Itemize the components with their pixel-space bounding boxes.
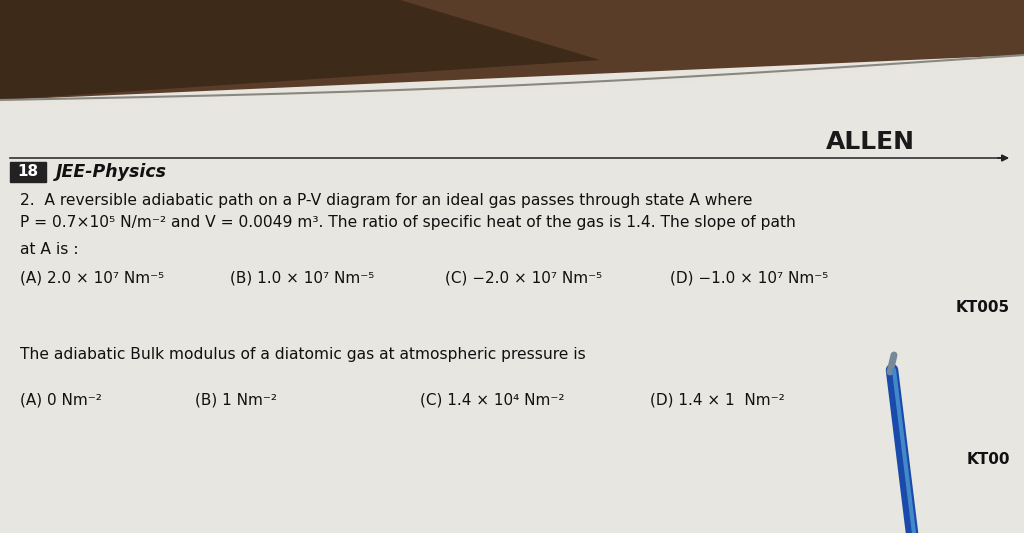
Text: 2.  A reversible adiabatic path on a P-V diagram for an ideal gas passes through: 2. A reversible adiabatic path on a P-V … [20, 192, 753, 207]
Text: (D) 1.4 × 1  Nm⁻²: (D) 1.4 × 1 Nm⁻² [650, 392, 784, 408]
Text: (A) 2.0 × 10⁷ Nm⁻⁵: (A) 2.0 × 10⁷ Nm⁻⁵ [20, 271, 164, 286]
Text: (A) 0 Nm⁻²: (A) 0 Nm⁻² [20, 392, 101, 408]
Text: ALLEN: ALLEN [825, 130, 914, 154]
Bar [10, 162, 46, 182]
Polygon shape [0, 55, 1024, 533]
Text: 18: 18 [17, 165, 39, 180]
Text: P = 0.7×10⁵ N/m⁻² and V = 0.0049 m³. The ratio of specific heat of the gas is 1.: P = 0.7×10⁵ N/m⁻² and V = 0.0049 m³. The… [20, 214, 796, 230]
Text: JEE-Physics: JEE-Physics [56, 163, 167, 181]
Text: (C) −2.0 × 10⁷ Nm⁻⁵: (C) −2.0 × 10⁷ Nm⁻⁵ [445, 271, 602, 286]
Text: The adiabatic Bulk modulus of a diatomic gas at atmospheric pressure is: The adiabatic Bulk modulus of a diatomic… [20, 348, 586, 362]
Text: (D) −1.0 × 10⁷ Nm⁻⁵: (D) −1.0 × 10⁷ Nm⁻⁵ [670, 271, 828, 286]
Text: at A is :: at A is : [20, 243, 79, 257]
Polygon shape [0, 0, 600, 100]
Text: KT00: KT00 [967, 453, 1010, 467]
Text: (C) 1.4 × 10⁴ Nm⁻²: (C) 1.4 × 10⁴ Nm⁻² [420, 392, 564, 408]
Text: (B) 1.0 × 10⁷ Nm⁻⁵: (B) 1.0 × 10⁷ Nm⁻⁵ [230, 271, 374, 286]
Polygon shape [0, 63, 1024, 533]
Text: KT005: KT005 [955, 301, 1010, 316]
Text: (B) 1 Nm⁻²: (B) 1 Nm⁻² [195, 392, 278, 408]
